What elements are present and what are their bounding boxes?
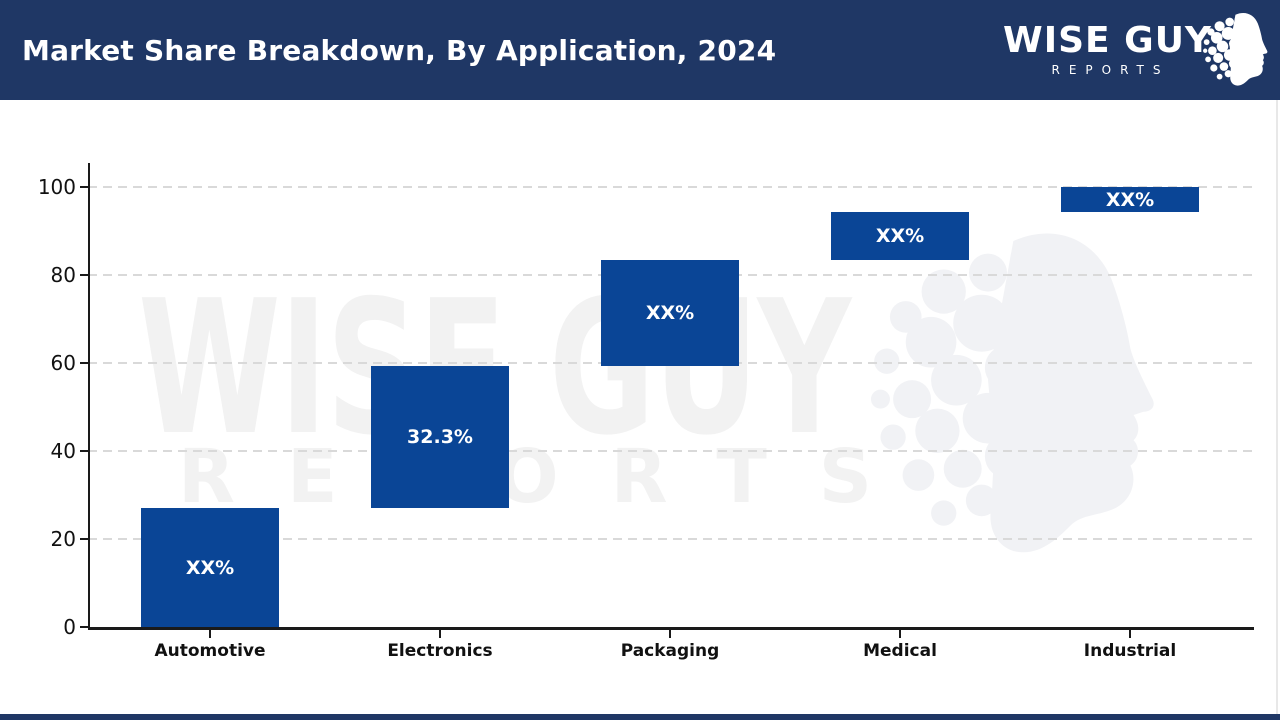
x-tick-label-medical: Medical bbox=[863, 641, 937, 661]
bar-industrial: XX% bbox=[1061, 187, 1199, 213]
bar-value-label-automotive: XX% bbox=[185, 556, 235, 579]
brand-logo-text: WISE GUY REPORTS bbox=[1002, 20, 1212, 78]
bar-value-label-packaging: XX% bbox=[645, 301, 695, 324]
y-tick-label-80: 80 bbox=[50, 263, 76, 287]
page-title: Market Share Breakdown, By Application, … bbox=[22, 33, 777, 67]
x-tick-electronics bbox=[439, 630, 441, 638]
x-tick-automotive bbox=[209, 630, 211, 638]
bar-value-label-industrial: XX% bbox=[1105, 188, 1155, 211]
y-tick-label-40: 40 bbox=[50, 439, 76, 463]
y-tick-label-100: 100 bbox=[37, 175, 76, 199]
header: Market Share Breakdown, By Application, … bbox=[0, 0, 1280, 100]
figure-right-border bbox=[1276, 100, 1278, 714]
bar-medical: XX% bbox=[831, 212, 969, 260]
y-tick-60 bbox=[80, 362, 88, 364]
bar-automotive: XX% bbox=[141, 508, 279, 627]
x-tick-label-automotive: Automotive bbox=[154, 641, 266, 661]
x-tick-industrial bbox=[1129, 630, 1131, 638]
watermark-subtext: REPORTS bbox=[178, 434, 925, 520]
x-tick-label-packaging: Packaging bbox=[620, 641, 720, 661]
brand-name: WISE GUY bbox=[1002, 20, 1212, 61]
brand-subname: REPORTS bbox=[1051, 63, 1170, 77]
gridline-y100 bbox=[88, 186, 1252, 188]
y-tick-20 bbox=[80, 538, 88, 540]
brand-logo: WISE GUY REPORTS bbox=[1003, 8, 1270, 92]
x-axis-line bbox=[88, 627, 1254, 630]
y-tick-40 bbox=[80, 450, 88, 452]
x-tick-packaging bbox=[669, 630, 671, 638]
footer-bar bbox=[0, 714, 1280, 720]
y-tick-label-60: 60 bbox=[50, 351, 76, 375]
y-tick-100 bbox=[80, 186, 88, 188]
bar-value-label-electronics: 32.3% bbox=[407, 426, 473, 449]
y-tick-label-20: 20 bbox=[50, 527, 76, 551]
y-axis-line bbox=[88, 163, 90, 630]
bar-electronics: 32.3% bbox=[371, 366, 509, 509]
y-tick-80 bbox=[80, 274, 88, 276]
gridline-y20 bbox=[88, 538, 1252, 540]
y-tick-0 bbox=[80, 626, 88, 628]
gridline-y40 bbox=[88, 450, 1252, 452]
x-tick-label-industrial: Industrial bbox=[1083, 641, 1177, 661]
bar-value-label-medical: XX% bbox=[875, 224, 925, 247]
x-tick-label-electronics: Electronics bbox=[387, 641, 493, 661]
bar-packaging: XX% bbox=[601, 259, 739, 367]
y-tick-label-0: 0 bbox=[63, 615, 76, 639]
x-tick-medical bbox=[899, 630, 901, 638]
